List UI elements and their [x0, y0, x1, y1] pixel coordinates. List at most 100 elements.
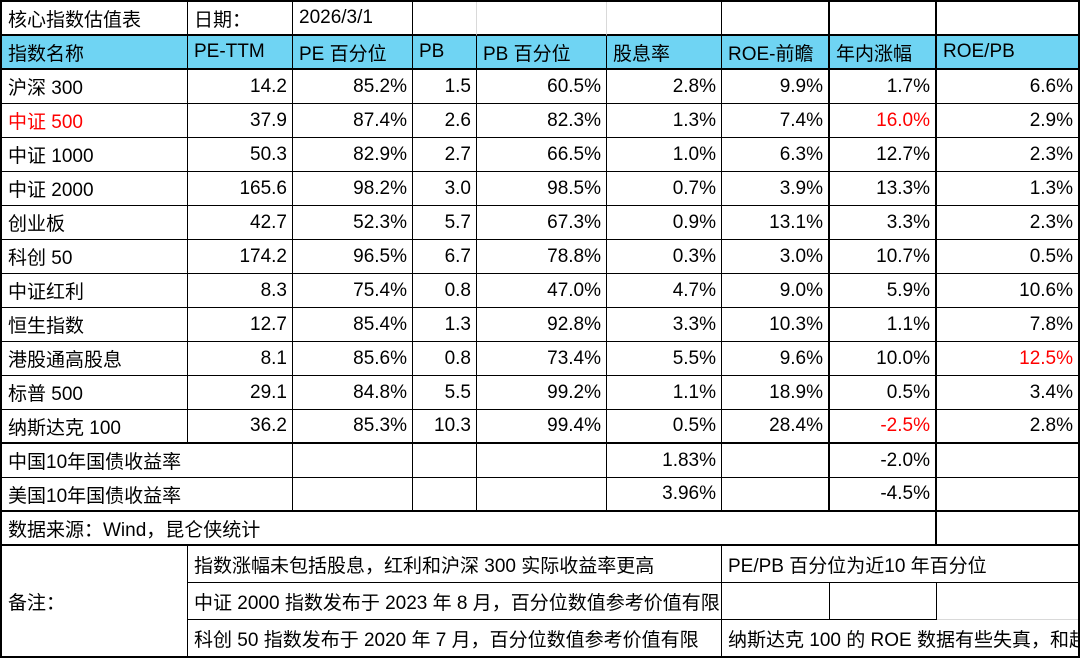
value-cell[interactable] — [293, 444, 413, 478]
value-cell[interactable]: 0.3% — [607, 240, 722, 274]
value-cell[interactable]: 37.9 — [188, 104, 293, 138]
value-cell[interactable]: 12.7% — [830, 138, 937, 172]
empty-cell[interactable] — [830, 583, 937, 620]
notes-label-cell[interactable]: 备注： — [2, 546, 188, 656]
value-cell[interactable]: 52.3% — [293, 206, 413, 240]
index-name-cell[interactable]: 中国10年国债收益率 — [2, 444, 293, 478]
value-cell[interactable]: 6.7 — [413, 240, 477, 274]
value-cell[interactable] — [413, 444, 477, 478]
index-name-cell[interactable]: 中证红利 — [2, 274, 188, 308]
value-cell[interactable]: 2.3% — [937, 206, 1078, 240]
value-cell[interactable]: 1.1% — [607, 376, 722, 410]
value-cell[interactable]: -2.5% — [830, 410, 937, 444]
value-cell[interactable]: 98.5% — [477, 172, 607, 206]
value-cell[interactable]: 10.7% — [830, 240, 937, 274]
value-cell[interactable]: 66.5% — [477, 138, 607, 172]
index-name-cell[interactable]: 港股通高股息 — [2, 342, 188, 376]
value-cell[interactable]: 0.5% — [937, 240, 1078, 274]
empty-cell[interactable] — [477, 2, 607, 36]
index-name-cell[interactable]: 科创 50 — [2, 240, 188, 274]
value-cell[interactable]: 1.3 — [413, 308, 477, 342]
col-header-roe-forward[interactable]: ROE-前瞻 — [722, 36, 830, 70]
value-cell[interactable]: 96.5% — [293, 240, 413, 274]
index-name-cell[interactable]: 创业板 — [2, 206, 188, 240]
value-cell[interactable]: 87.4% — [293, 104, 413, 138]
value-cell[interactable]: 3.4% — [937, 376, 1078, 410]
value-cell[interactable] — [722, 444, 830, 478]
value-cell[interactable]: 3.0 — [413, 172, 477, 206]
value-cell[interactable]: 7.4% — [722, 104, 830, 138]
col-header-index-name[interactable]: 指数名称 — [2, 36, 188, 70]
index-name-cell[interactable]: 中证 2000 — [2, 172, 188, 206]
value-cell[interactable]: 85.3% — [293, 410, 413, 444]
empty-cell[interactable] — [607, 2, 722, 36]
col-header-pe-percentile[interactable]: PE 百分位 — [293, 36, 413, 70]
value-cell[interactable]: 13.3% — [830, 172, 937, 206]
value-cell[interactable]: 0.7% — [607, 172, 722, 206]
sheet-title-cell[interactable]: 核心指数估值表 — [2, 2, 188, 36]
value-cell[interactable]: 7.8% — [937, 308, 1078, 342]
value-cell[interactable] — [722, 478, 830, 512]
index-name-cell[interactable]: 纳斯达克 100 — [2, 410, 188, 444]
value-cell[interactable]: 98.2% — [293, 172, 413, 206]
value-cell[interactable]: 13.1% — [722, 206, 830, 240]
value-cell[interactable]: 1.83% — [607, 444, 722, 478]
value-cell[interactable]: 0.5% — [830, 376, 937, 410]
value-cell[interactable]: 3.0% — [722, 240, 830, 274]
value-cell[interactable]: 67.3% — [477, 206, 607, 240]
value-cell[interactable]: 3.3% — [607, 308, 722, 342]
value-cell[interactable]: 0.8 — [413, 342, 477, 376]
value-cell[interactable] — [413, 478, 477, 512]
value-cell[interactable] — [293, 478, 413, 512]
empty-cell[interactable] — [722, 2, 830, 36]
value-cell[interactable]: -2.0% — [830, 444, 937, 478]
value-cell[interactable]: 85.6% — [293, 342, 413, 376]
value-cell[interactable]: 1.3% — [607, 104, 722, 138]
value-cell[interactable]: 10.6% — [937, 274, 1078, 308]
index-name-cell[interactable]: 中证 1000 — [2, 138, 188, 172]
note-cell[interactable]: 纳斯达克 100 的 ROE 数据有些失真，和超 — [728, 629, 1078, 651]
value-cell[interactable]: 28.4% — [722, 410, 830, 444]
value-cell[interactable]: 2.3% — [937, 138, 1078, 172]
value-cell[interactable]: 18.9% — [722, 376, 830, 410]
value-cell[interactable] — [477, 478, 607, 512]
value-cell[interactable]: 1.7% — [830, 70, 937, 104]
value-cell[interactable]: 2.6 — [413, 104, 477, 138]
value-cell[interactable]: 14.2 — [188, 70, 293, 104]
value-cell[interactable]: 8.3 — [188, 274, 293, 308]
value-cell[interactable]: 82.9% — [293, 138, 413, 172]
value-cell[interactable]: 0.5% — [607, 410, 722, 444]
empty-cell[interactable] — [937, 583, 1078, 620]
col-header-pb-percentile[interactable]: PB 百分位 — [477, 36, 607, 70]
value-cell[interactable]: 82.3% — [477, 104, 607, 138]
value-cell[interactable]: 9.6% — [722, 342, 830, 376]
empty-cell[interactable] — [937, 2, 1078, 36]
col-header-roe-pb[interactable]: ROE/PB — [937, 36, 1078, 70]
value-cell[interactable]: 2.8% — [607, 70, 722, 104]
value-cell[interactable]: 50.3 — [188, 138, 293, 172]
value-cell[interactable]: 73.4% — [477, 342, 607, 376]
empty-cell[interactable] — [937, 512, 1078, 546]
value-cell[interactable]: 3.3% — [830, 206, 937, 240]
value-cell[interactable]: 1.3% — [937, 172, 1078, 206]
empty-cell[interactable] — [830, 2, 937, 36]
index-name-cell[interactable]: 沪深 300 — [2, 70, 188, 104]
col-header-dividend-yield[interactable]: 股息率 — [607, 36, 722, 70]
note-cell[interactable]: 中证 2000 指数发布于 2023 年 8 月，百分位数值参考价值有限 — [188, 583, 722, 620]
col-header-ytd-change[interactable]: 年内涨幅 — [830, 36, 937, 70]
value-cell[interactable]: 174.2 — [188, 240, 293, 274]
value-cell[interactable]: 0.9% — [607, 206, 722, 240]
value-cell[interactable]: 85.2% — [293, 70, 413, 104]
value-cell[interactable]: 5.5 — [413, 376, 477, 410]
value-cell[interactable]: 92.8% — [477, 308, 607, 342]
value-cell[interactable]: 5.7 — [413, 206, 477, 240]
value-cell[interactable]: -4.5% — [830, 478, 937, 512]
note-cell[interactable]: 科创 50 指数发布于 2020 年 7 月，百分位数值参考价值有限 — [188, 620, 722, 656]
value-cell[interactable]: 8.1 — [188, 342, 293, 376]
value-cell[interactable]: 9.0% — [722, 274, 830, 308]
index-name-cell[interactable]: 恒生指数 — [2, 308, 188, 342]
value-cell[interactable]: 78.8% — [477, 240, 607, 274]
value-cell[interactable]: 60.5% — [477, 70, 607, 104]
value-cell[interactable]: 36.2 — [188, 410, 293, 444]
value-cell[interactable]: 6.3% — [722, 138, 830, 172]
